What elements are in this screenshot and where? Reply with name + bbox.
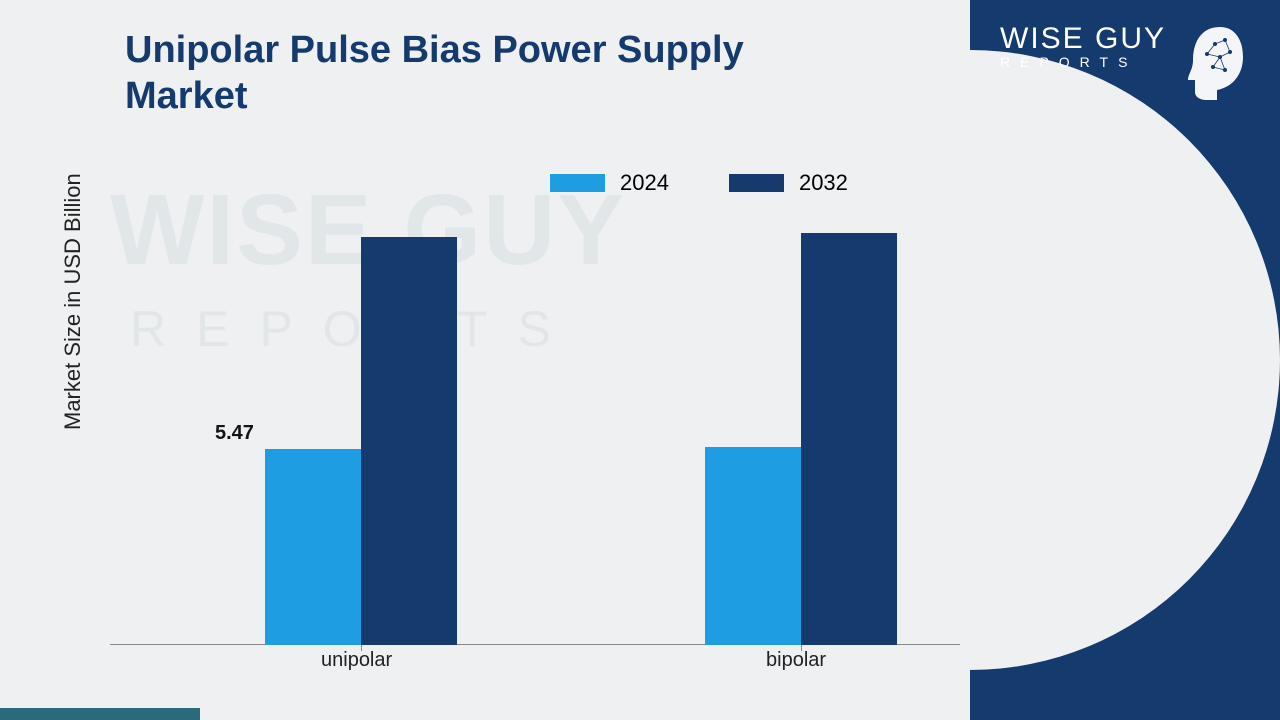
- legend: 2024 2032: [550, 170, 848, 196]
- bar-unipolar-2032: [361, 237, 457, 646]
- legend-item-2032: 2032: [729, 170, 848, 196]
- category-label-unipolar: unipolar: [321, 649, 392, 672]
- value-label-unipolar-2024: 5.47: [215, 422, 254, 445]
- category-label-bipolar: bipolar: [766, 649, 826, 672]
- head-icon: [1185, 22, 1255, 102]
- chart-title: Unipolar Pulse Bias Power Supply Market: [125, 28, 825, 119]
- chart-canvas: WISE GUY REPORTS Unipolar Pulse Bias Pow…: [0, 0, 1280, 720]
- legend-swatch-2024: [550, 174, 605, 192]
- y-axis-label: Market Size in USD Billion: [60, 173, 86, 430]
- legend-item-2024: 2024: [550, 170, 669, 196]
- bar-group-bipolar: [705, 233, 897, 645]
- bar-unipolar-2024: [265, 449, 361, 645]
- bar-bipolar-2024: [705, 447, 801, 645]
- brand-logo: WISE GUY REPORTS: [1000, 22, 1250, 102]
- legend-label-2032: 2032: [799, 170, 848, 196]
- plot-area: 5.47 unipolar bipolar: [110, 215, 960, 645]
- bar-bipolar-2032: [801, 233, 897, 645]
- legend-label-2024: 2024: [620, 170, 669, 196]
- legend-swatch-2032: [729, 174, 784, 192]
- bottom-accent-bar: [0, 708, 200, 720]
- bar-group-unipolar: [265, 237, 457, 646]
